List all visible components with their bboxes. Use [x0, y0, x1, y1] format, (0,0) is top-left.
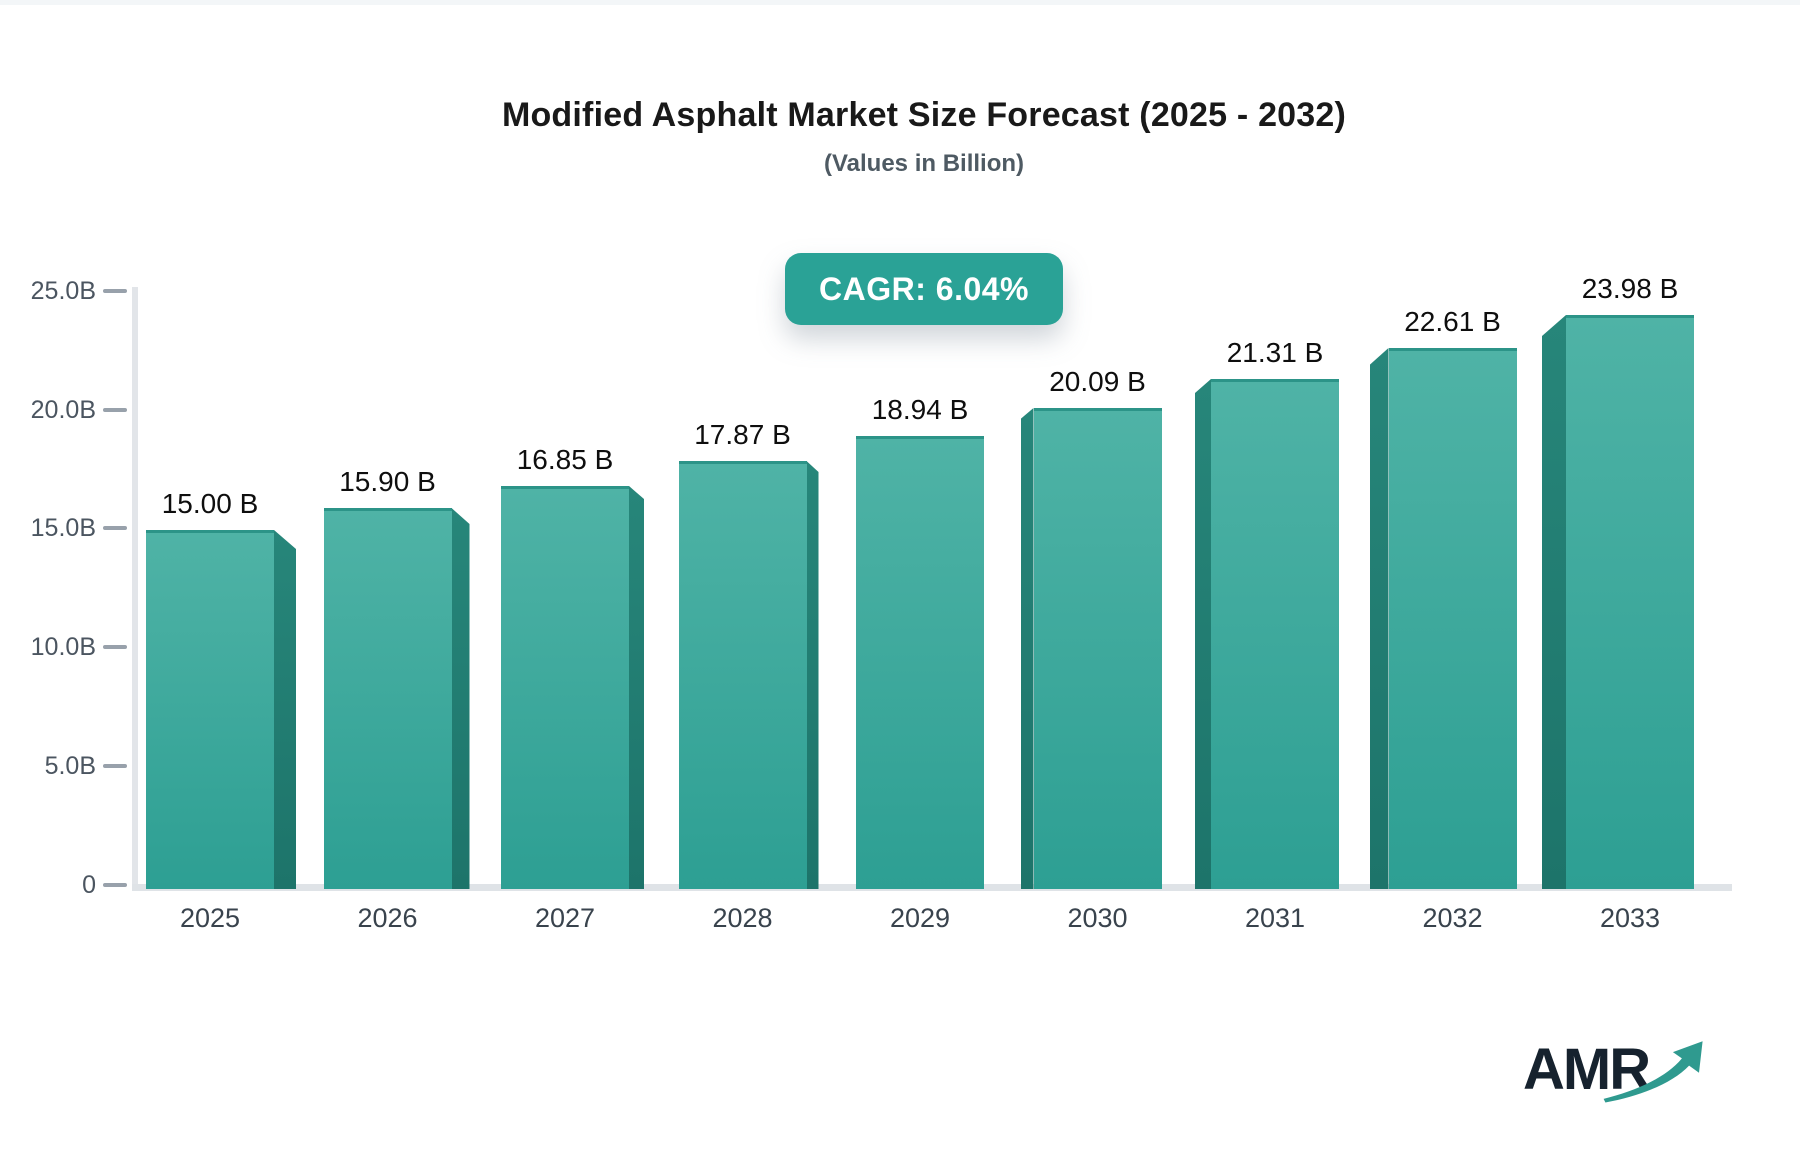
bar-side-shade	[806, 461, 819, 889]
bar-2028	[678, 461, 819, 889]
bar-value-label: 15.90 B	[339, 466, 436, 497]
bar-value-label: 22.61 B	[1404, 306, 1501, 337]
y-axis-tick-label: 0	[82, 871, 96, 899]
bar-face	[323, 508, 452, 889]
cagr-badge: CAGR: 6.04%	[785, 253, 1063, 325]
bar-2030	[1020, 408, 1162, 889]
x-axis-label-2026: 2026	[357, 903, 418, 933]
y-axis-tick-label: 25.0B	[30, 277, 96, 305]
bar-face	[1566, 315, 1694, 889]
bar-2033	[1542, 315, 1694, 889]
x-axis-label-2028: 2028	[712, 903, 773, 933]
y-axis-tick-mark	[103, 289, 127, 293]
x-axis-label-2027: 2027	[534, 903, 596, 933]
bar-value-label: 23.98 B	[1581, 273, 1679, 304]
bar-2025	[146, 530, 296, 889]
y-axis-tick-mark	[103, 408, 127, 412]
bar-side-shade	[1195, 379, 1211, 889]
bar-2027	[501, 486, 644, 889]
top-edge-strip	[0, 0, 1800, 5]
bar-value-label: 17.87 B	[694, 419, 791, 450]
bar-face	[146, 530, 274, 889]
amr-logo-arrow-icon	[1603, 1041, 1703, 1103]
x-axis-label-2030: 2030	[1067, 903, 1128, 933]
bar-side-shade	[1369, 348, 1389, 889]
bar-side-shade	[1020, 408, 1034, 889]
bar-face	[1388, 348, 1517, 889]
x-axis-label-2031: 2031	[1244, 903, 1306, 933]
y-axis-tick-mark	[103, 764, 127, 768]
bar-side-shade	[274, 530, 296, 889]
bar-side-shade	[629, 486, 644, 889]
bar-face	[678, 461, 807, 889]
bar-2032	[1369, 348, 1517, 889]
bar-side-shade	[451, 508, 470, 889]
chart-subtitle: (Values in Billion)	[823, 150, 1025, 177]
x-axis-label-2033: 2033	[1599, 903, 1661, 933]
bar-2026	[323, 508, 470, 889]
x-axis-label-2025: 2025	[179, 903, 241, 933]
y-axis-tick-label: 20.0B	[30, 396, 96, 424]
y-axis-line	[132, 287, 138, 891]
x-axis-label-2032: 2032	[1422, 903, 1483, 933]
bar-face	[1211, 379, 1339, 889]
chart-title: Modified Asphalt Market Size Forecast (2…	[501, 96, 1347, 134]
y-axis-tick-mark	[103, 526, 127, 530]
bar-value-label: 15.00 B	[161, 488, 259, 519]
y-axis-tick-label: 15.0B	[30, 514, 96, 542]
bar-value-label: 21.31 B	[1226, 337, 1324, 368]
bar-2029	[856, 436, 984, 889]
y-axis-tick-label: 5.0B	[44, 752, 96, 780]
y-axis-tick-mark	[103, 645, 127, 649]
bar-side-shade	[1542, 315, 1566, 889]
y-axis-tick-mark	[103, 883, 127, 887]
bar-face	[856, 436, 984, 889]
bar-value-label: 18.94 B	[871, 394, 969, 425]
y-axis-tick-label: 10.0B	[30, 633, 96, 661]
x-axis-label-2029: 2029	[889, 903, 951, 933]
bar-value-label: 20.09 B	[1049, 366, 1146, 397]
bar-face	[501, 486, 629, 889]
bar-2031	[1195, 379, 1339, 889]
bar-value-label: 16.85 B	[516, 444, 614, 475]
bar-face	[1033, 408, 1162, 889]
